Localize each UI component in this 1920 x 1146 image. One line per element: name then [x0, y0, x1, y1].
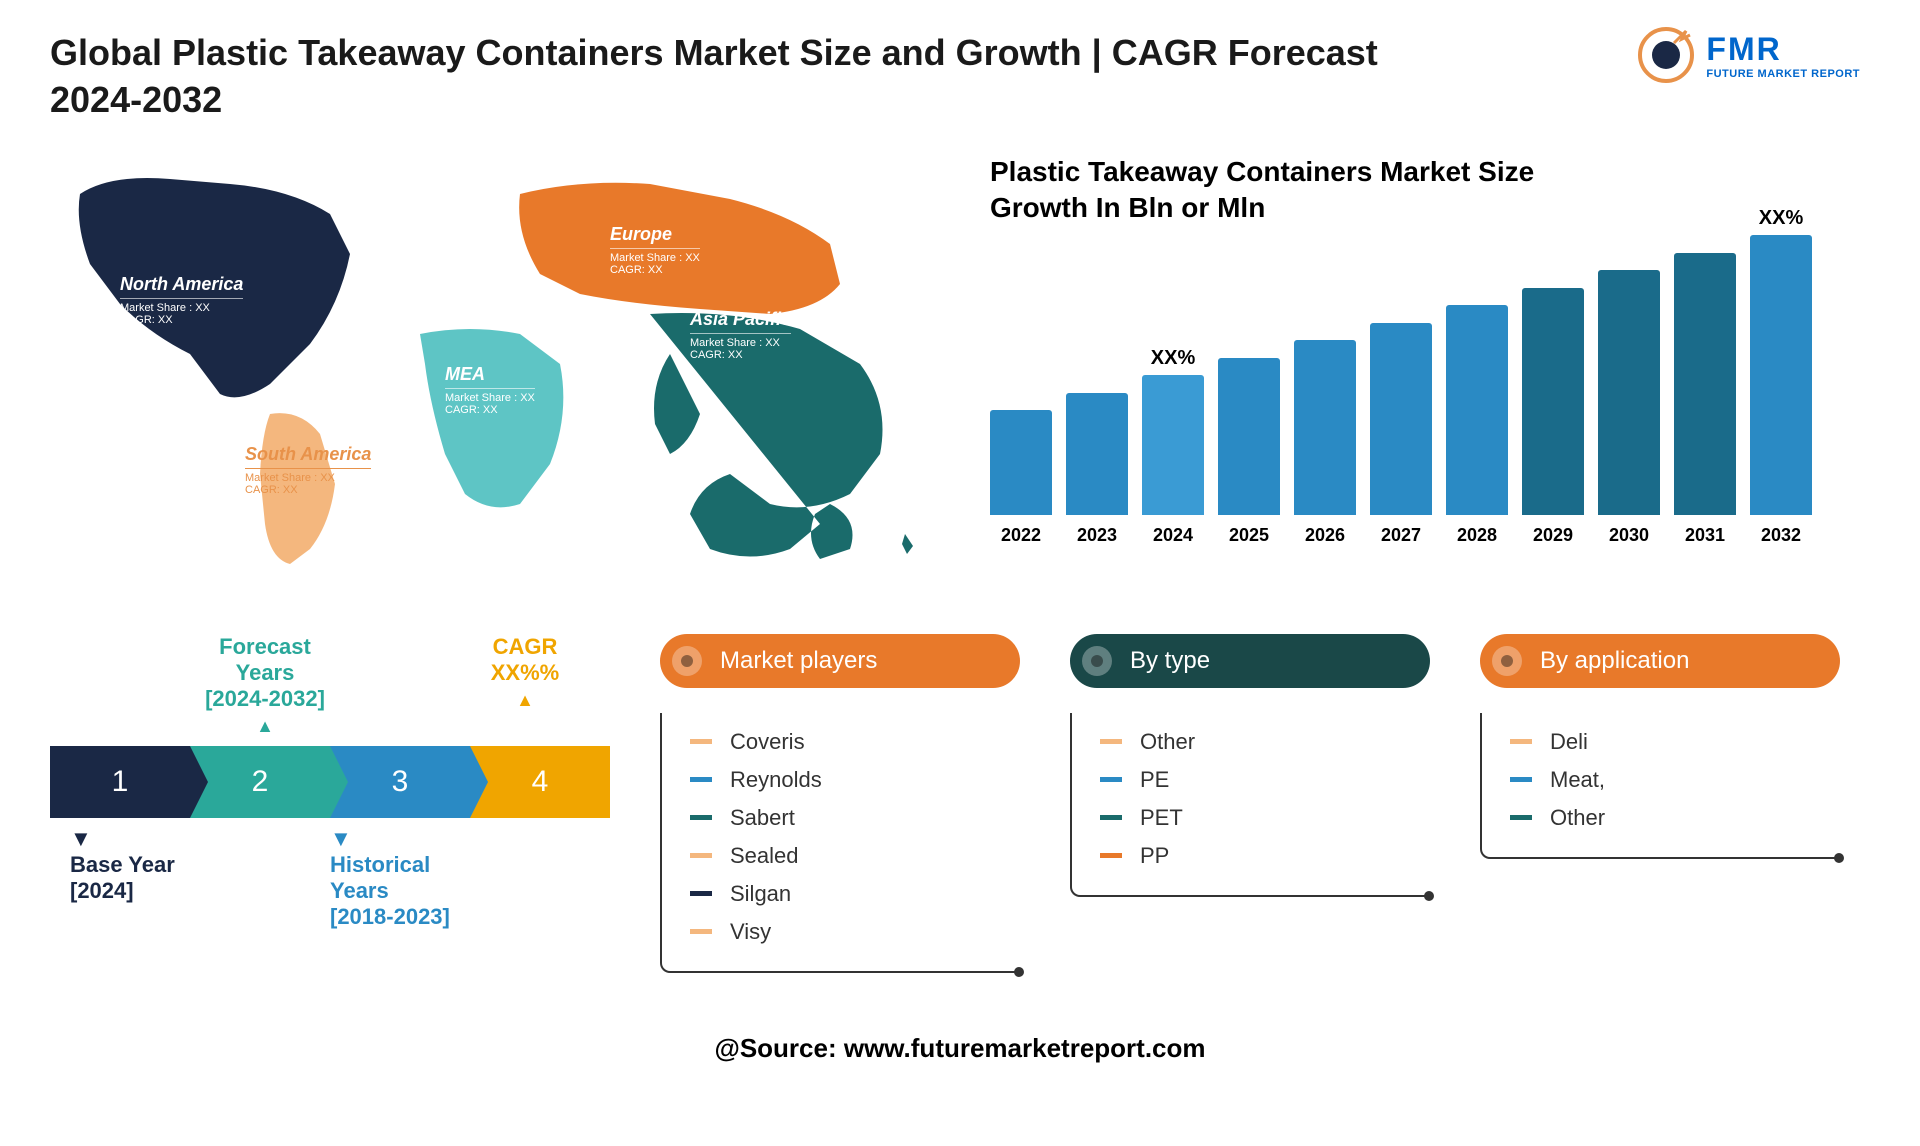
region-label-europe: EuropeMarket Share : XXCAGR: XX — [610, 224, 700, 276]
dot-icon — [1492, 646, 1522, 676]
list-item: Coveris — [690, 723, 1020, 761]
logo-main-text: FMR — [1706, 31, 1860, 68]
list-item: Sealed — [690, 837, 1020, 875]
logo-sub-text: FUTURE MARKET REPORT — [1706, 68, 1860, 80]
list-item: Deli — [1510, 723, 1840, 761]
column-by-type: By type OtherPEPETPP — [1070, 634, 1430, 973]
source-attribution: @Source: www.futuremarketreport.com — [50, 1033, 1870, 1064]
column-header: By type — [1070, 634, 1430, 688]
bar-2024: XX%2024 — [1142, 375, 1204, 546]
timeline-segment-3: 3 — [330, 746, 470, 818]
list-item: Visy — [690, 913, 1020, 951]
list-item: PET — [1100, 799, 1430, 837]
list-item: Silgan — [690, 875, 1020, 913]
list-item: Meat, — [1510, 761, 1840, 799]
timeline-bottom-label: ▼Historical Years[2018-2023] — [330, 826, 460, 930]
bar-2025: 2025 — [1218, 358, 1280, 547]
timeline-segment-1: 1 — [50, 746, 190, 818]
dot-icon — [672, 646, 702, 676]
bar-2023: 2023 — [1066, 393, 1128, 547]
column-by-application: By application DeliMeat,Other — [1480, 634, 1840, 973]
timeline-top-label: CAGRXX%%▲ — [460, 634, 590, 712]
column-market-players: Market players CoverisReynoldsSabertSeal… — [660, 634, 1020, 973]
bar-2029: 2029 — [1522, 288, 1584, 547]
fmr-logo: FMR FUTURE MARKET REPORT — [1636, 25, 1860, 85]
column-header: Market players — [660, 634, 1020, 688]
region-label-north-america: North AmericaMarket Share : XXCAGR: XX — [120, 274, 243, 326]
bar-2032: XX%2032 — [1750, 235, 1812, 546]
column-header: By application — [1480, 634, 1840, 688]
map-nz — [902, 534, 913, 554]
timeline-segment-4: 4 — [470, 746, 610, 818]
list-item: Sabert — [690, 799, 1020, 837]
dot-icon — [1082, 646, 1112, 676]
timeline: Forecast Years[2024-2032]▲ CAGRXX%%▲ 1234… — [50, 634, 610, 973]
logo-globe-icon — [1636, 25, 1696, 85]
world-map: North AmericaMarket Share : XXCAGR: XX So… — [50, 154, 930, 574]
list-item: PE — [1100, 761, 1430, 799]
bar-2030: 2030 — [1598, 270, 1660, 546]
region-label-asia-pacific: Asia PacificMarket Share : XXCAGR: XX — [690, 309, 791, 361]
bar-2022: 2022 — [990, 410, 1052, 546]
bar-2031: 2031 — [1674, 253, 1736, 547]
chart-title: Plastic Takeaway Containers Market Size … — [990, 154, 1550, 227]
bar-2028: 2028 — [1446, 305, 1508, 546]
timeline-bottom-label: ▼Base Year[2024] — [70, 826, 200, 904]
bar-2026: 2026 — [1294, 340, 1356, 546]
list-item: Other — [1510, 799, 1840, 837]
page-title: Global Plastic Takeaway Containers Marke… — [50, 30, 1450, 124]
bar-2027: 2027 — [1370, 323, 1432, 547]
list-item: Reynolds — [690, 761, 1020, 799]
bar-chart: Plastic Takeaway Containers Market Size … — [970, 154, 1870, 574]
timeline-top-label: Forecast Years[2024-2032]▲ — [200, 634, 330, 738]
region-label-mea: MEAMarket Share : XXCAGR: XX — [445, 364, 535, 416]
region-label-south-america: South AmericaMarket Share : XXCAGR: XX — [245, 444, 371, 496]
timeline-segment-2: 2 — [190, 746, 330, 818]
list-item: Other — [1100, 723, 1430, 761]
list-item: PP — [1100, 837, 1430, 875]
map-mea — [420, 329, 563, 507]
